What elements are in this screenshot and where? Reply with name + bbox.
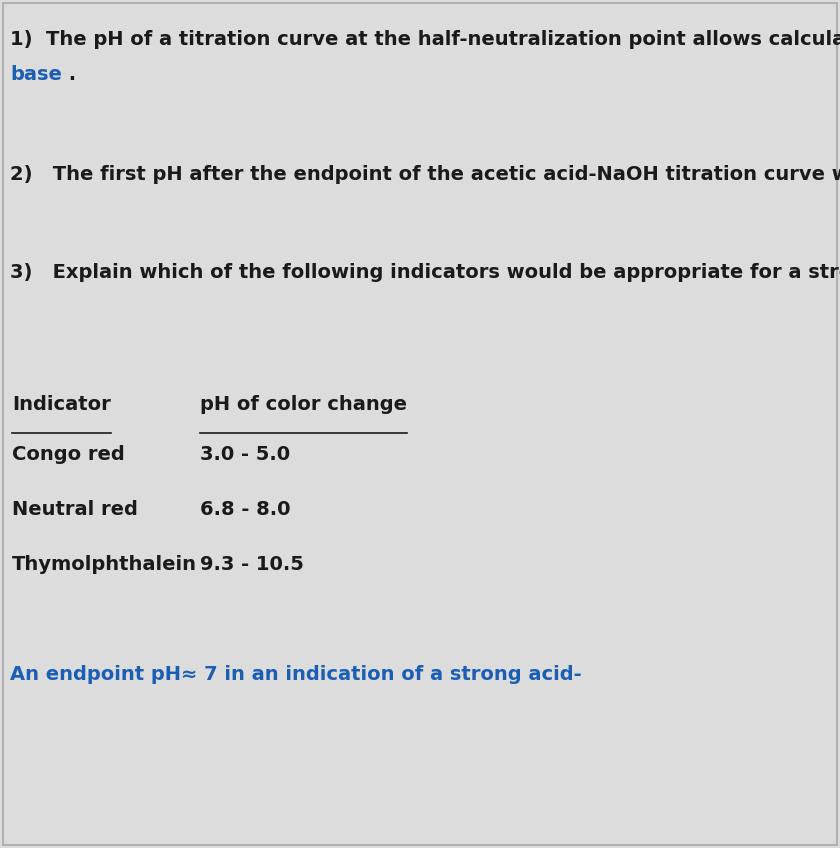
Text: Indicator: Indicator (12, 395, 111, 414)
Text: 1)  The pH of a titration curve at the half-neutralization point allows calculat: 1) The pH of a titration curve at the ha… (10, 30, 840, 49)
Text: Congo red: Congo red (12, 445, 125, 464)
Text: Thymolphthalein: Thymolphthalein (12, 555, 197, 574)
Text: 3.0 - 5.0: 3.0 - 5.0 (200, 445, 290, 464)
Text: base: base (10, 65, 62, 84)
Text: 6.8 - 8.0: 6.8 - 8.0 (200, 500, 291, 519)
Text: 3)   Explain which of the following indicators would be appropriate for a strong: 3) Explain which of the following indica… (10, 263, 840, 282)
Text: pH of color change: pH of color change (200, 395, 407, 414)
Text: An endpoint pH≈ 7 in an indication of a strong acid-: An endpoint pH≈ 7 in an indication of a … (10, 665, 581, 684)
Text: 9.3 - 10.5: 9.3 - 10.5 (200, 555, 304, 574)
Text: 2)   The first pH after the endpoint of the acetic acid-NaOH titration curve was: 2) The first pH after the endpoint of th… (10, 165, 840, 184)
Text: .: . (62, 65, 76, 84)
Text: Neutral red: Neutral red (12, 500, 138, 519)
